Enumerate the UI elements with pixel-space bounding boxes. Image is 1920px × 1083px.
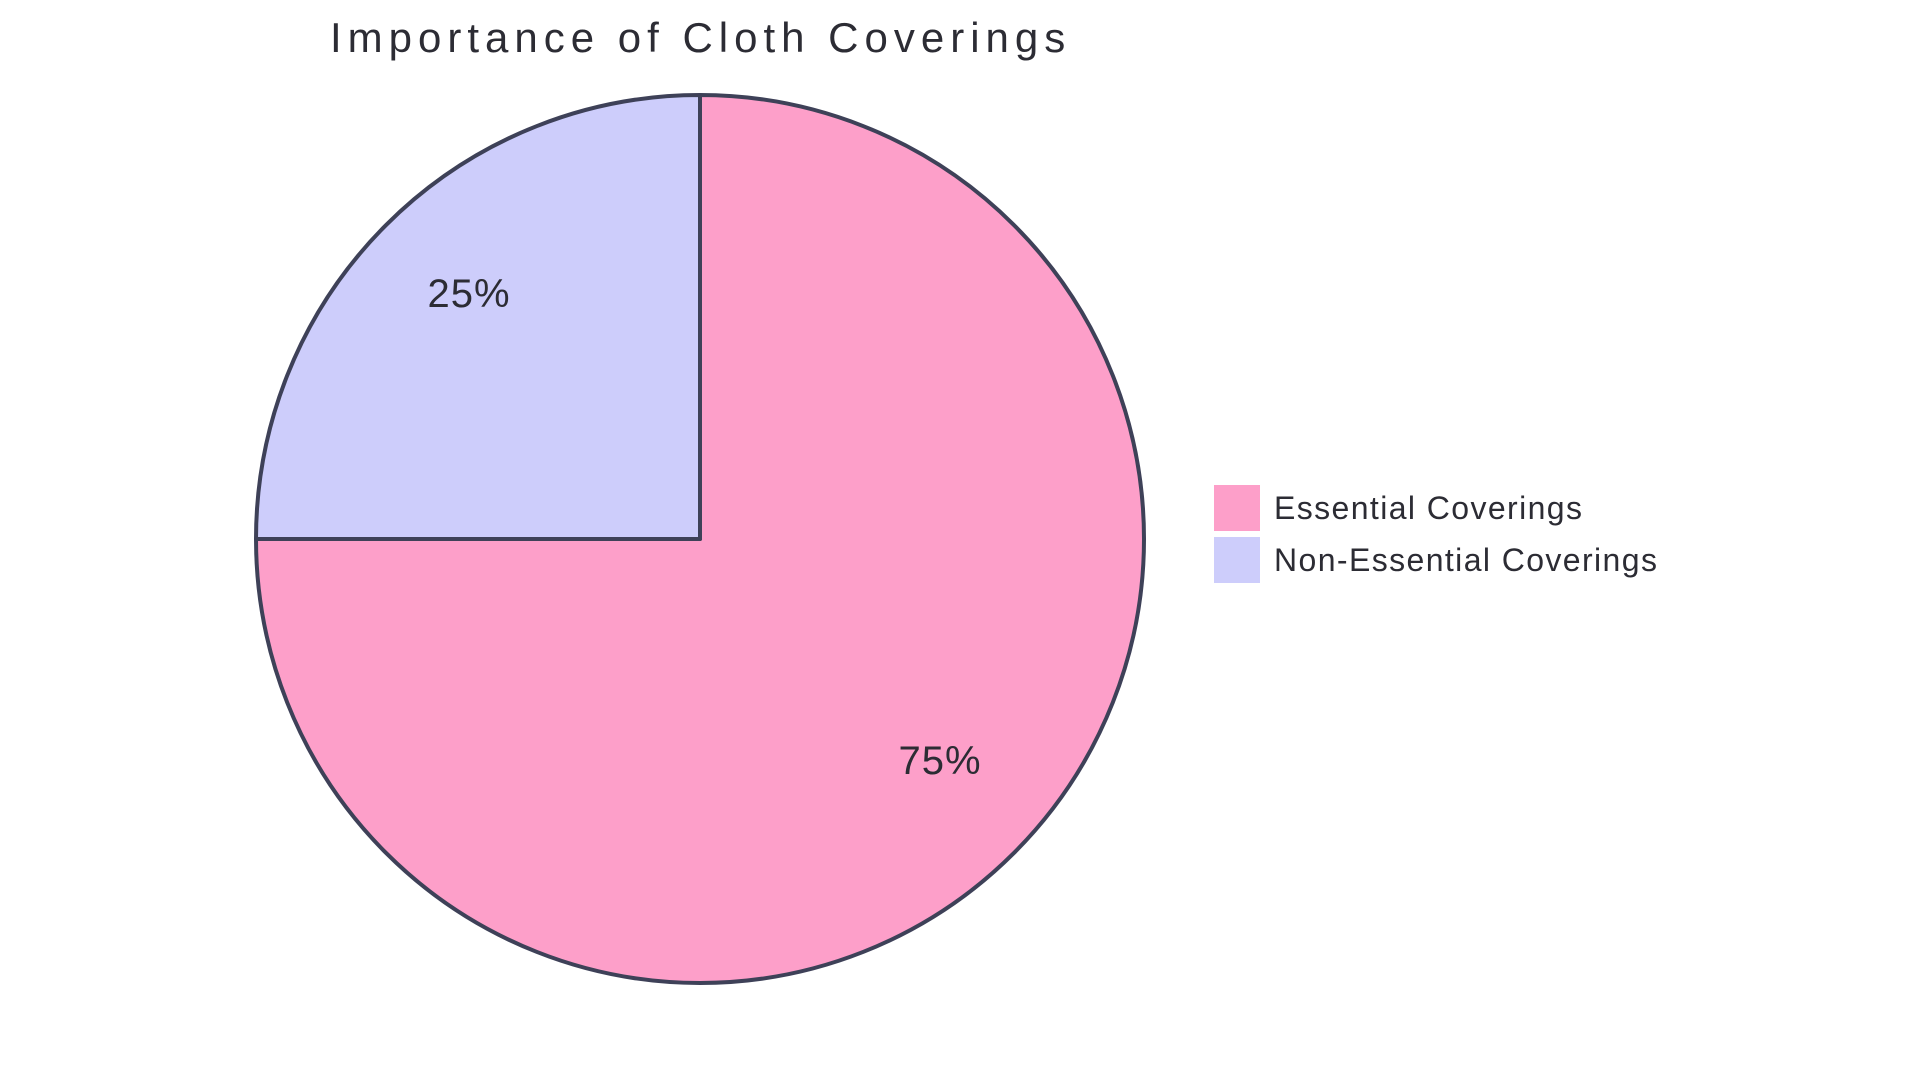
svg-text:75%: 75% (898, 739, 981, 783)
svg-text:25%: 25% (427, 272, 510, 316)
